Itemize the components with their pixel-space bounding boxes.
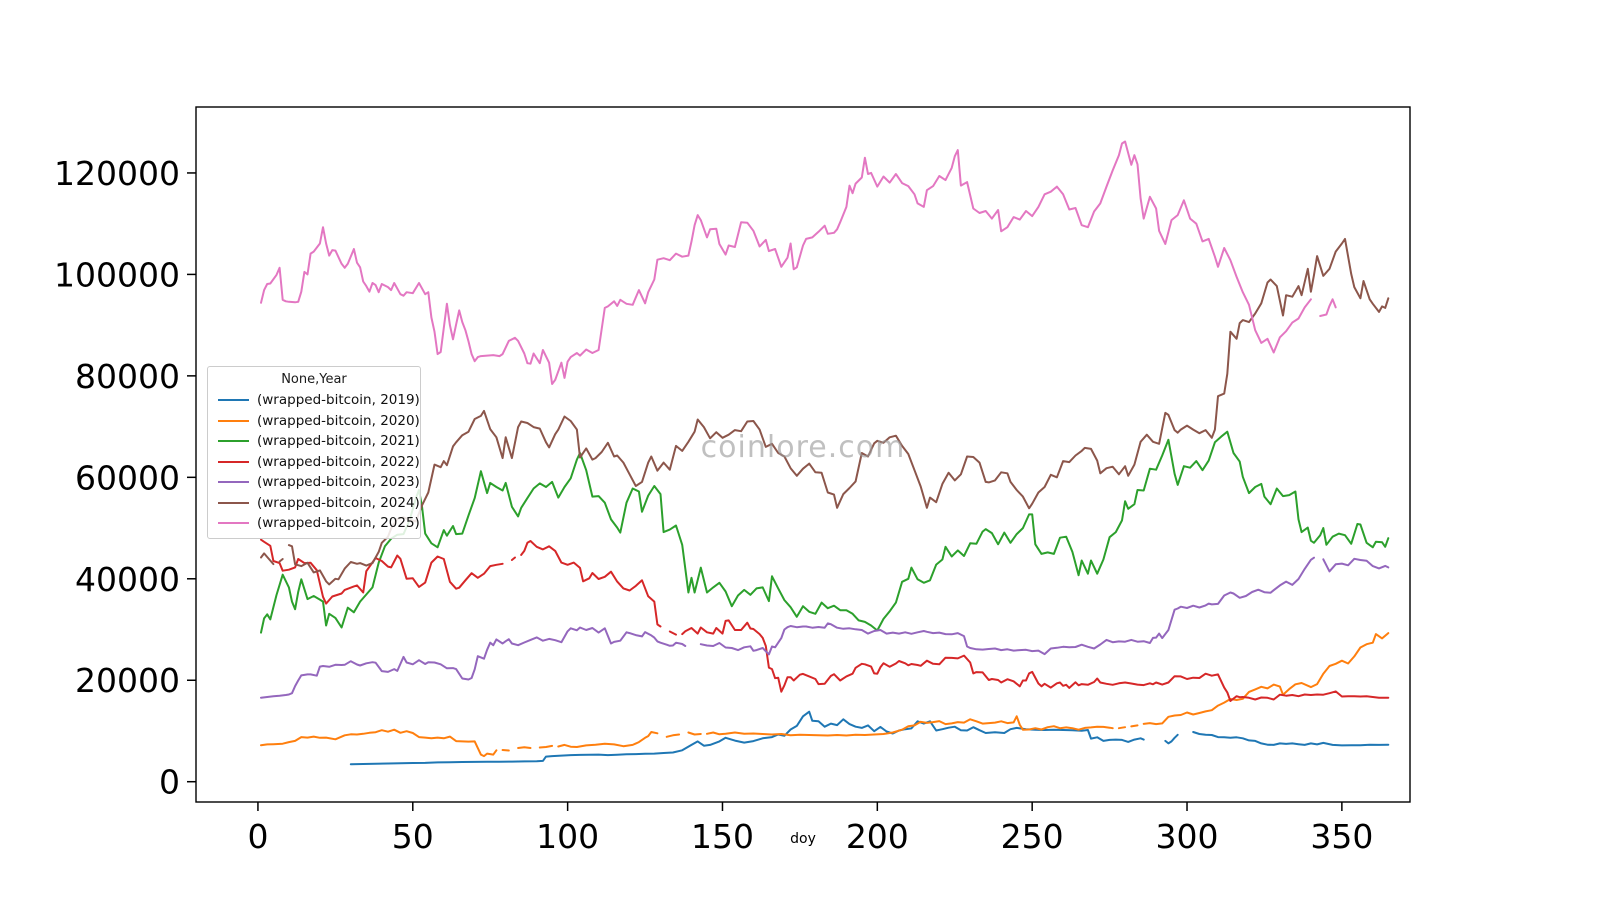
y-tick-label: 80000 bbox=[75, 357, 180, 396]
series-line-2024 bbox=[260, 552, 275, 566]
series-line-2020 bbox=[538, 744, 554, 749]
series-line-2019 bbox=[1164, 733, 1179, 745]
series-line-2020 bbox=[706, 715, 1114, 737]
legend-line-sample-2024 bbox=[218, 501, 249, 504]
series-line-2020 bbox=[1142, 632, 1390, 726]
legend-entry-2019: (wrapped-bitcoin, 2019) bbox=[208, 390, 420, 411]
legend-entry-2024: (wrapped-bitcoin, 2024) bbox=[208, 493, 420, 514]
watermark-text: coinlore.com bbox=[700, 430, 906, 465]
y-tick-label: 60000 bbox=[75, 458, 180, 497]
series-line-2025 bbox=[260, 140, 1312, 385]
x-tick-label: 100 bbox=[536, 817, 599, 856]
series-line-2020 bbox=[1130, 724, 1139, 728]
series-line-2022 bbox=[668, 630, 677, 636]
y-tick-label: 120000 bbox=[54, 154, 180, 193]
legend-label-2021: (wrapped-bitcoin, 2021) bbox=[257, 433, 420, 450]
legend-entry-2023: (wrapped-bitcoin, 2023) bbox=[208, 472, 420, 493]
legend-entry-2020: (wrapped-bitcoin, 2020) bbox=[208, 411, 420, 432]
series-line-2023 bbox=[1322, 557, 1390, 573]
legend-label-2022: (wrapped-bitcoin, 2022) bbox=[257, 453, 420, 470]
legend-title: None,Year bbox=[281, 372, 347, 387]
series-line-2025 bbox=[1319, 298, 1337, 317]
series-line-2020 bbox=[501, 749, 510, 752]
series-line-2023 bbox=[699, 556, 1315, 656]
series-line-2020 bbox=[517, 746, 532, 749]
legend-entry-2025: (wrapped-bitcoin, 2025) bbox=[208, 513, 420, 534]
legend-line-sample-2021 bbox=[218, 440, 249, 443]
y-tick-label: 40000 bbox=[75, 560, 180, 599]
series-line-2020 bbox=[665, 733, 681, 738]
plot-border bbox=[195, 106, 1411, 803]
series-line-2022 bbox=[520, 540, 662, 628]
legend-entries: (wrapped-bitcoin, 2019) (wrapped-bitcoin,… bbox=[208, 390, 420, 534]
series-line-2022 bbox=[681, 619, 1390, 702]
legend-line-sample-2025 bbox=[218, 522, 249, 525]
legend-line-sample-2020 bbox=[218, 419, 249, 422]
series-line-2020 bbox=[687, 731, 702, 736]
legend-box: None,Year (wrapped-bitcoin, 2019) (wrappe… bbox=[207, 366, 421, 539]
legend-label-2024: (wrapped-bitcoin, 2024) bbox=[257, 494, 420, 511]
series-line-2024 bbox=[278, 558, 284, 563]
x-tick-label: 0 bbox=[247, 817, 268, 856]
legend-line-sample-2019 bbox=[218, 399, 249, 402]
series-line-2019 bbox=[1192, 731, 1390, 747]
x-axis-label: doy bbox=[790, 831, 816, 847]
series-line-2024 bbox=[287, 237, 1390, 586]
legend-entry-2021: (wrapped-bitcoin, 2021) bbox=[208, 431, 420, 452]
legend-label-2023: (wrapped-bitcoin, 2023) bbox=[257, 474, 420, 491]
series-line-2019 bbox=[349, 710, 1145, 766]
series-line-2021 bbox=[260, 430, 1390, 634]
legend-entry-2022: (wrapped-bitcoin, 2022) bbox=[208, 452, 420, 473]
x-tick-label: 350 bbox=[1310, 817, 1373, 856]
y-tick-label: 0 bbox=[159, 763, 180, 802]
x-tick-label: 300 bbox=[1156, 817, 1219, 856]
y-tick-label: 20000 bbox=[75, 661, 180, 700]
series-line-2020 bbox=[557, 731, 659, 748]
series-line-2020 bbox=[1117, 726, 1127, 730]
legend-line-sample-2022 bbox=[218, 460, 249, 463]
legend-line-sample-2023 bbox=[218, 481, 249, 484]
series-line-2023 bbox=[260, 626, 687, 699]
x-tick-label: 150 bbox=[691, 817, 754, 856]
legend-label-2020: (wrapped-bitcoin, 2020) bbox=[257, 412, 420, 429]
y-tick-label: 100000 bbox=[54, 255, 180, 294]
legend-label-2025: (wrapped-bitcoin, 2025) bbox=[257, 515, 420, 532]
series-line-2022 bbox=[510, 556, 516, 561]
x-tick-label: 200 bbox=[846, 817, 909, 856]
x-tick-label: 250 bbox=[1001, 817, 1064, 856]
series-line-2020 bbox=[260, 728, 498, 758]
x-tick-label: 50 bbox=[392, 817, 434, 856]
legend-label-2019: (wrapped-bitcoin, 2019) bbox=[257, 392, 420, 409]
